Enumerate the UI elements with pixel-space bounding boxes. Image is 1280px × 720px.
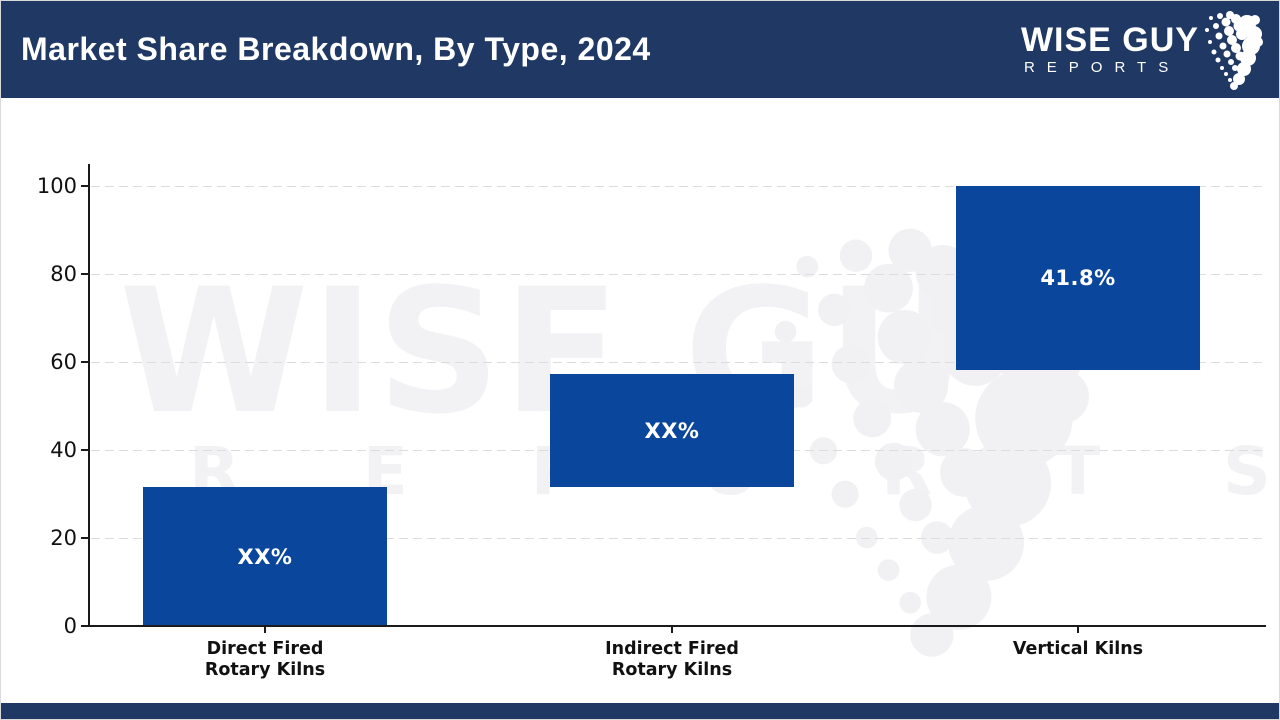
y-tick-label: 60 (50, 350, 77, 374)
bar-value-label: 41.8% (1040, 265, 1116, 290)
y-tick-mark (81, 449, 88, 451)
bar-value-label: XX% (644, 418, 700, 443)
category-label-line: Rotary Kilns (204, 660, 326, 680)
y-tick-label: 100 (36, 174, 77, 198)
logo-wiseguy-text: WISE GUY (1020, 21, 1199, 60)
y-axis-spine (88, 164, 90, 627)
x-axis-spine (88, 625, 1266, 627)
bar: 41.8% (956, 186, 1200, 370)
y-tick-label: 20 (50, 526, 77, 550)
y-tick-mark (81, 361, 88, 363)
bar-value-label: XX% (237, 544, 293, 569)
bar: XX% (550, 373, 794, 488)
y-tick-label: 40 (50, 438, 77, 462)
category-label-line: Rotary Kilns (611, 660, 733, 680)
header-band: Market Share Breakdown, By Type, 2024 WI… (1, 1, 1279, 98)
y-tick-label: 0 (63, 614, 77, 638)
category-label-line: Direct Fired (206, 639, 324, 659)
logo-reports-text: REPORTS (1023, 58, 1181, 76)
y-tick-mark (81, 625, 88, 627)
category-label: Vertical Kilns (928, 639, 1228, 660)
y-tick-mark (81, 185, 88, 187)
x-tick-mark (671, 627, 673, 633)
gridline (91, 537, 1265, 539)
footer-band (1, 703, 1279, 719)
category-label-line: Vertical Kilns (1012, 639, 1144, 659)
bar: XX% (143, 487, 387, 626)
gridline (91, 273, 1265, 275)
category-label: Indirect Fired Rotary Kilns (522, 639, 822, 681)
logo-text: WISE GUY REPORTS (1020, 21, 1199, 76)
wiseguy-face-icon (1205, 10, 1263, 90)
chart-title: Market Share Breakdown, By Type, 2024 (21, 31, 651, 67)
category-label: Direct Fired Rotary Kilns (115, 639, 415, 681)
x-tick-mark (1077, 627, 1079, 633)
category-label-line: Indirect Fired (605, 639, 739, 659)
y-tick-label: 80 (50, 262, 77, 286)
gridline (91, 185, 1265, 187)
wiseguy-logo: WISE GUY REPORTS (1021, 10, 1263, 90)
y-tick-mark (81, 273, 88, 275)
gridline (91, 361, 1265, 363)
x-tick-mark (264, 627, 266, 633)
y-tick-mark (81, 537, 88, 539)
